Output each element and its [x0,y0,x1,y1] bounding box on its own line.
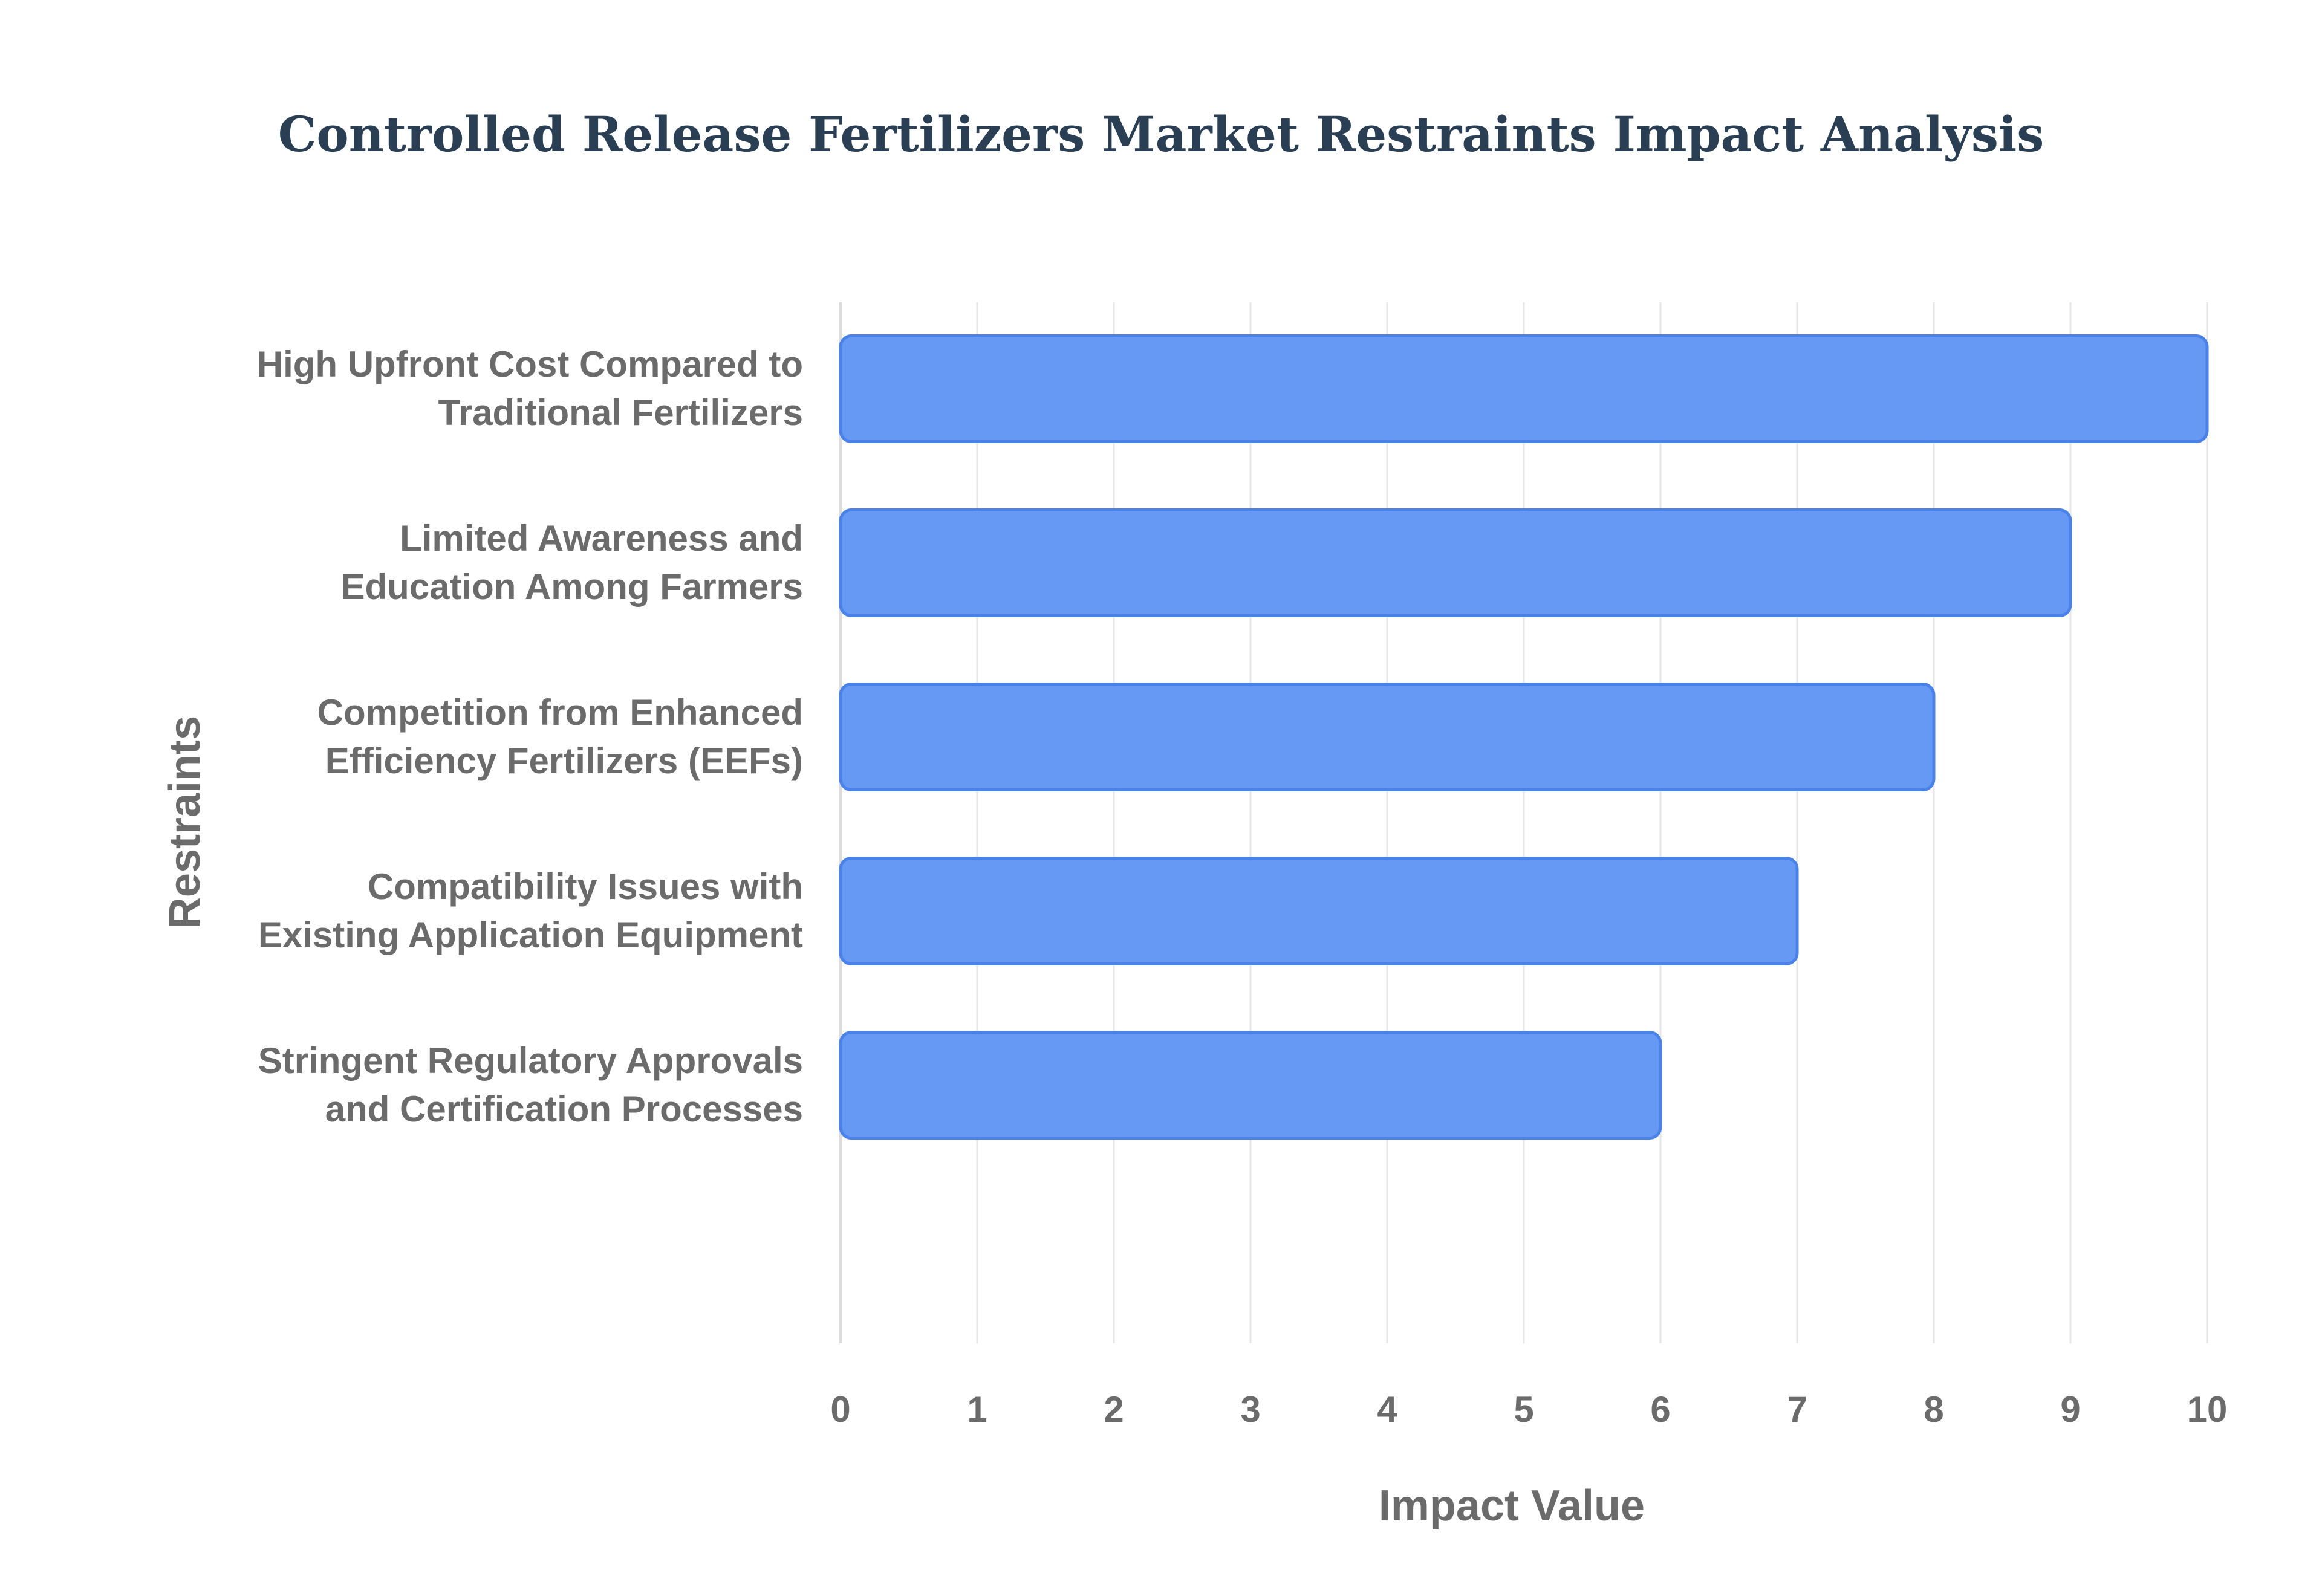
x-tick-label-8: 8 [1924,1389,1943,1430]
x-tick-label-10: 10 [2187,1389,2228,1430]
category-label-1-line-2: Traditional Fertilizers [438,392,804,433]
category-label-3-line-1: Competition from Enhanced [317,692,803,733]
bar-5[interactable] [839,1031,1662,1140]
x-tick-label-3: 3 [1240,1389,1260,1430]
y-axis-title: Restraints [161,716,209,929]
x-axis-ticks: 0 1 2 3 4 5 6 7 8 9 10 [830,1389,2227,1430]
category-label-4-line-2: Existing Application Equipment [258,915,803,955]
category-label-5-line-1: Stringent Regulatory Approvals [258,1040,803,1081]
y-axis-category-labels: High Upfront Cost Compared to Traditional… [257,344,803,1129]
x-tick-label-9: 9 [2060,1389,2080,1430]
x-tick-label-5: 5 [1514,1389,1533,1430]
bar-4[interactable] [839,857,1799,965]
grid-lines [839,302,2208,1343]
category-label-2-line-2: Education Among Farmers [340,566,803,607]
bar-1[interactable] [839,334,2209,443]
category-label-2-line-1: Limited Awareness and [400,518,803,559]
bars [839,334,2209,1140]
bar-2[interactable] [839,508,2072,617]
x-tick-label-4: 4 [1377,1389,1397,1430]
category-label-4-line-1: Compatibility Issues with [368,866,803,907]
x-tick-label-0: 0 [830,1389,850,1430]
x-axis-title: Impact Value [1379,1482,1645,1530]
category-label-3-line-2: Efficiency Fertilizers (EEFs) [325,741,803,781]
x-tick-label-2: 2 [1104,1389,1124,1430]
x-tick-label-6: 6 [1650,1389,1670,1430]
bar-3[interactable] [839,683,1936,791]
category-label-1-line-1: High Upfront Cost Compared to [257,344,803,384]
chart-title: Controlled Release Fertilizers Market Re… [278,106,2044,163]
x-tick-label-1: 1 [967,1389,987,1430]
category-label-5-line-2: and Certification Processes [325,1089,803,1129]
x-tick-label-7: 7 [1787,1389,1807,1430]
